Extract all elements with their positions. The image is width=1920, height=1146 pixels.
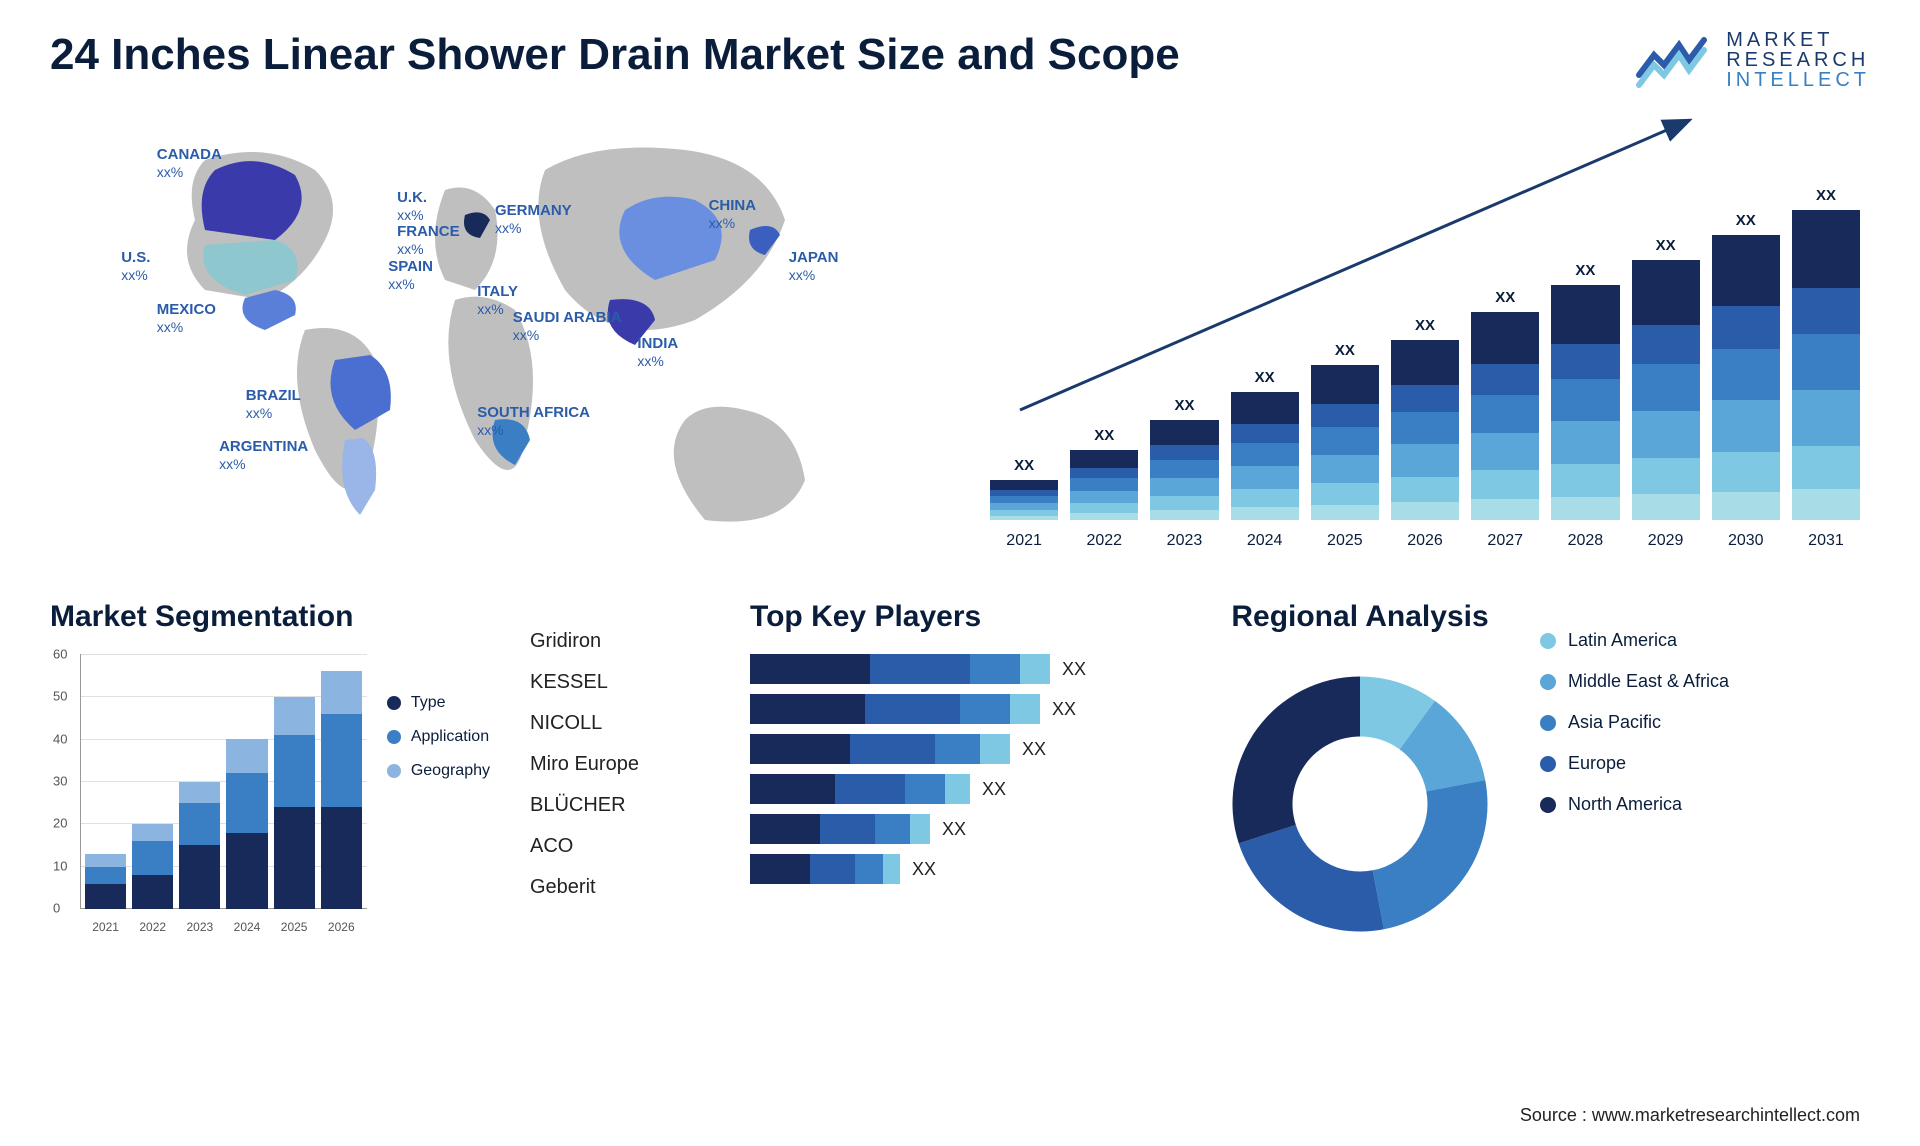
map-label: SPAINxx% xyxy=(388,258,433,293)
map-label: ARGENTINAxx% xyxy=(219,438,308,473)
segmentation-legend-item: Application xyxy=(387,728,490,746)
growth-bar: XX xyxy=(1311,342,1379,520)
regional-donut xyxy=(1210,654,1510,954)
segmentation-bar xyxy=(132,824,173,909)
header: 24 Inches Linear Shower Drain Market Siz… xyxy=(50,30,1870,90)
segmentation-bar xyxy=(226,739,267,909)
segmentation-bar xyxy=(179,782,220,910)
growth-bar: XX xyxy=(990,457,1058,520)
logo-icon xyxy=(1634,30,1714,90)
map-label: FRANCExx% xyxy=(397,223,460,258)
regional-panel: Regional Analysis Latin America Middle Ea… xyxy=(1210,600,1870,954)
key-player-name: KESSEL xyxy=(530,671,710,694)
growth-bar: XX xyxy=(1551,262,1619,520)
map-label: BRAZILxx% xyxy=(246,387,301,422)
segmentation-bar xyxy=(85,854,126,909)
page-title: 24 Inches Linear Shower Drain Market Siz… xyxy=(50,30,1180,80)
key-player-bar: XX xyxy=(750,814,1170,844)
segmentation-legend-item: Geography xyxy=(387,762,490,780)
source-label: Source : www.marketresearchintellect.com xyxy=(1520,1105,1860,1126)
map-label: U.S.xx% xyxy=(121,249,150,284)
key-player-name: BLÜCHER xyxy=(530,794,710,817)
key-player-bar: XX xyxy=(750,654,1170,684)
growth-bar: XX xyxy=(1231,369,1299,520)
segmentation-panel: Market Segmentation 0102030405060 202120… xyxy=(50,600,490,954)
regional-title: Regional Analysis xyxy=(1210,600,1510,634)
logo-text: MARKET RESEARCH INTELLECT xyxy=(1726,30,1870,90)
map-label: SAUDI ARABIAxx% xyxy=(513,309,622,344)
regional-legend-item: Asia Pacific xyxy=(1540,712,1729,733)
map-label: CANADAxx% xyxy=(157,146,222,181)
segmentation-bar xyxy=(321,671,362,909)
donut-slice xyxy=(1239,825,1384,932)
regional-legend-item: Middle East & Africa xyxy=(1540,671,1729,692)
key-players-title: Top Key Players xyxy=(750,600,1170,634)
map-label: INDIAxx% xyxy=(637,335,678,370)
map-label: GERMANYxx% xyxy=(495,202,572,237)
key-players-panel: Top Key Players XX XX XX XX XX XX xyxy=(750,600,1170,954)
growth-bar: XX xyxy=(1391,317,1459,520)
key-player-name: NICOLL xyxy=(530,712,710,735)
growth-bar: XX xyxy=(1712,212,1780,520)
map-label: MEXICOxx% xyxy=(157,301,216,336)
map-label: JAPANxx% xyxy=(789,249,839,284)
regional-legend-item: Latin America xyxy=(1540,630,1729,651)
key-player-name: Gridiron xyxy=(530,630,710,653)
key-player-name: Geberit xyxy=(530,876,710,899)
map-label: SOUTH AFRICAxx% xyxy=(477,404,590,439)
segmentation-legend: Type Application Geography xyxy=(387,654,490,934)
regional-legend: Latin America Middle East & Africa Asia Pa… xyxy=(1540,600,1729,954)
growth-bar: XX xyxy=(1150,397,1218,520)
key-player-bar: XX xyxy=(750,854,1170,884)
brand-logo: MARKET RESEARCH INTELLECT xyxy=(1634,30,1870,90)
map-label: U.K.xx% xyxy=(397,189,427,224)
growth-bar: XX xyxy=(1471,289,1539,520)
regional-legend-item: Europe xyxy=(1540,753,1729,774)
key-players-labels: Gridiron KESSEL NICOLL Miro Europe BLÜCHER AC… xyxy=(530,600,710,954)
segmentation-legend-item: Type xyxy=(387,694,490,712)
key-player-bar: XX xyxy=(750,694,1170,724)
growth-bar: XX xyxy=(1070,427,1138,520)
key-player-name: ACO xyxy=(530,835,710,858)
segmentation-bar xyxy=(274,697,315,910)
regional-legend-item: North America xyxy=(1540,794,1729,815)
donut-slice xyxy=(1233,677,1361,844)
key-player-bar: XX xyxy=(750,734,1170,764)
key-player-bar: XX xyxy=(750,774,1170,804)
donut-slice xyxy=(1373,780,1488,929)
key-player-name: Miro Europe xyxy=(530,753,710,776)
growth-bar: XX xyxy=(1632,237,1700,520)
segmentation-title: Market Segmentation xyxy=(50,600,490,634)
map-label: CHINAxx% xyxy=(709,197,757,232)
world-map-panel: CANADAxx% U.S.xx%MEXICOxx% BRAZILxx% ARGENT… xyxy=(50,120,940,550)
growth-chart-panel: XXXXXXXXXXXXXXXXXXXXXX 20212022202320242… xyxy=(980,120,1870,550)
segmentation-chart: 0102030405060 202120222023202420252026 xyxy=(50,654,367,934)
growth-bar: XX xyxy=(1792,187,1860,520)
